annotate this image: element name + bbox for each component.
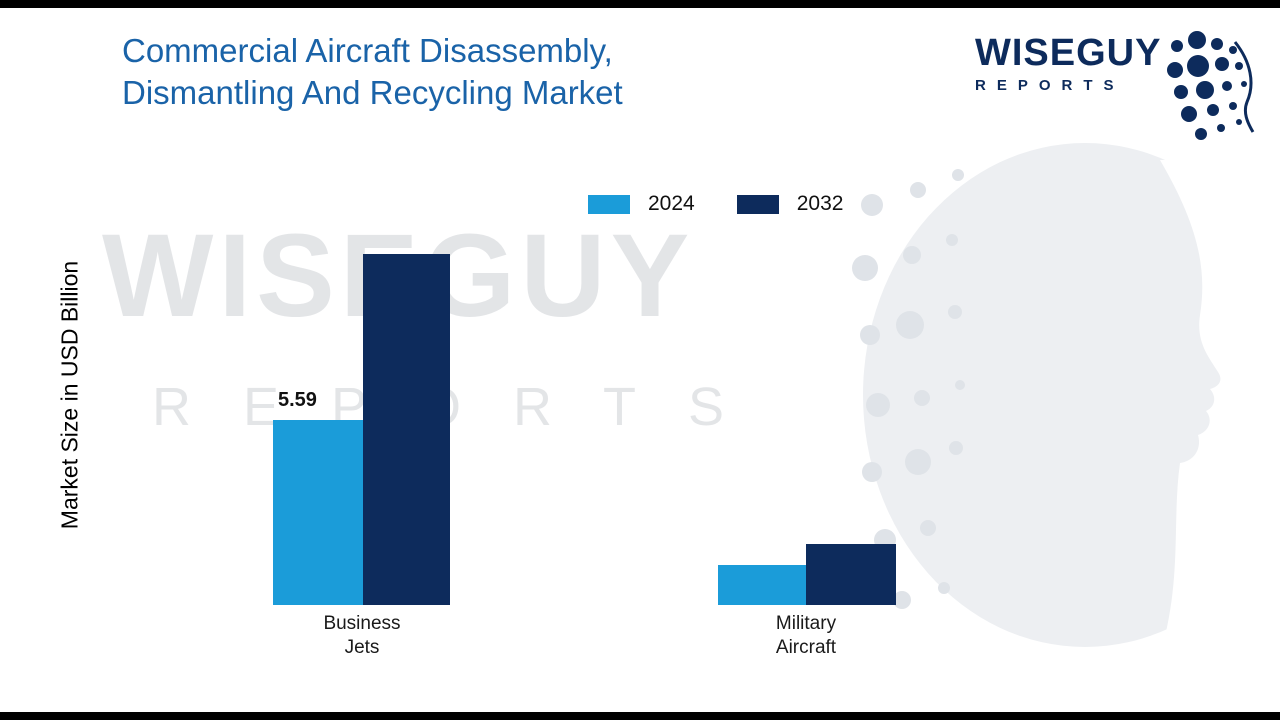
bar-business-jets-2024 <box>273 420 363 605</box>
chart-legend: 2024 2032 <box>588 192 843 216</box>
legend-item-2032: 2032 <box>736 192 844 216</box>
logo-subtitle-text: REPORTS <box>975 77 1125 94</box>
legend-label-2032: 2032 <box>796 192 844 215</box>
logo-text: WISEGUY REPORTS <box>975 34 1161 94</box>
y-axis-label: Market Size in USD Billion <box>56 260 83 530</box>
category-label-military-aircraft: Military Aircraft <box>775 613 837 658</box>
bar-military-aircraft-2024 <box>718 565 806 605</box>
watermark-subtitle: REPORTS <box>152 377 777 437</box>
logo-brand-text: WISEGUY <box>975 32 1162 74</box>
bar-military-aircraft-2032 <box>806 544 896 605</box>
legend-swatch-2032 <box>736 194 779 214</box>
page-title: Commercial Aircraft Disassembly, Dismant… <box>122 32 623 112</box>
legend-label-2024: 2024 <box>648 192 695 215</box>
category-label-business-jets: Business Jets <box>323 613 401 658</box>
logo-face-dots-icon <box>1167 31 1255 140</box>
bottom-border <box>0 712 1280 720</box>
legend-swatch-2024 <box>588 194 630 214</box>
bar-value-label: 5.59 <box>278 389 317 411</box>
bar-business-jets-2032 <box>363 254 450 605</box>
top-border <box>0 0 1280 8</box>
legend-item-2024: 2024 <box>588 192 695 216</box>
logo: WISEGUY REPORTS <box>975 31 1257 148</box>
